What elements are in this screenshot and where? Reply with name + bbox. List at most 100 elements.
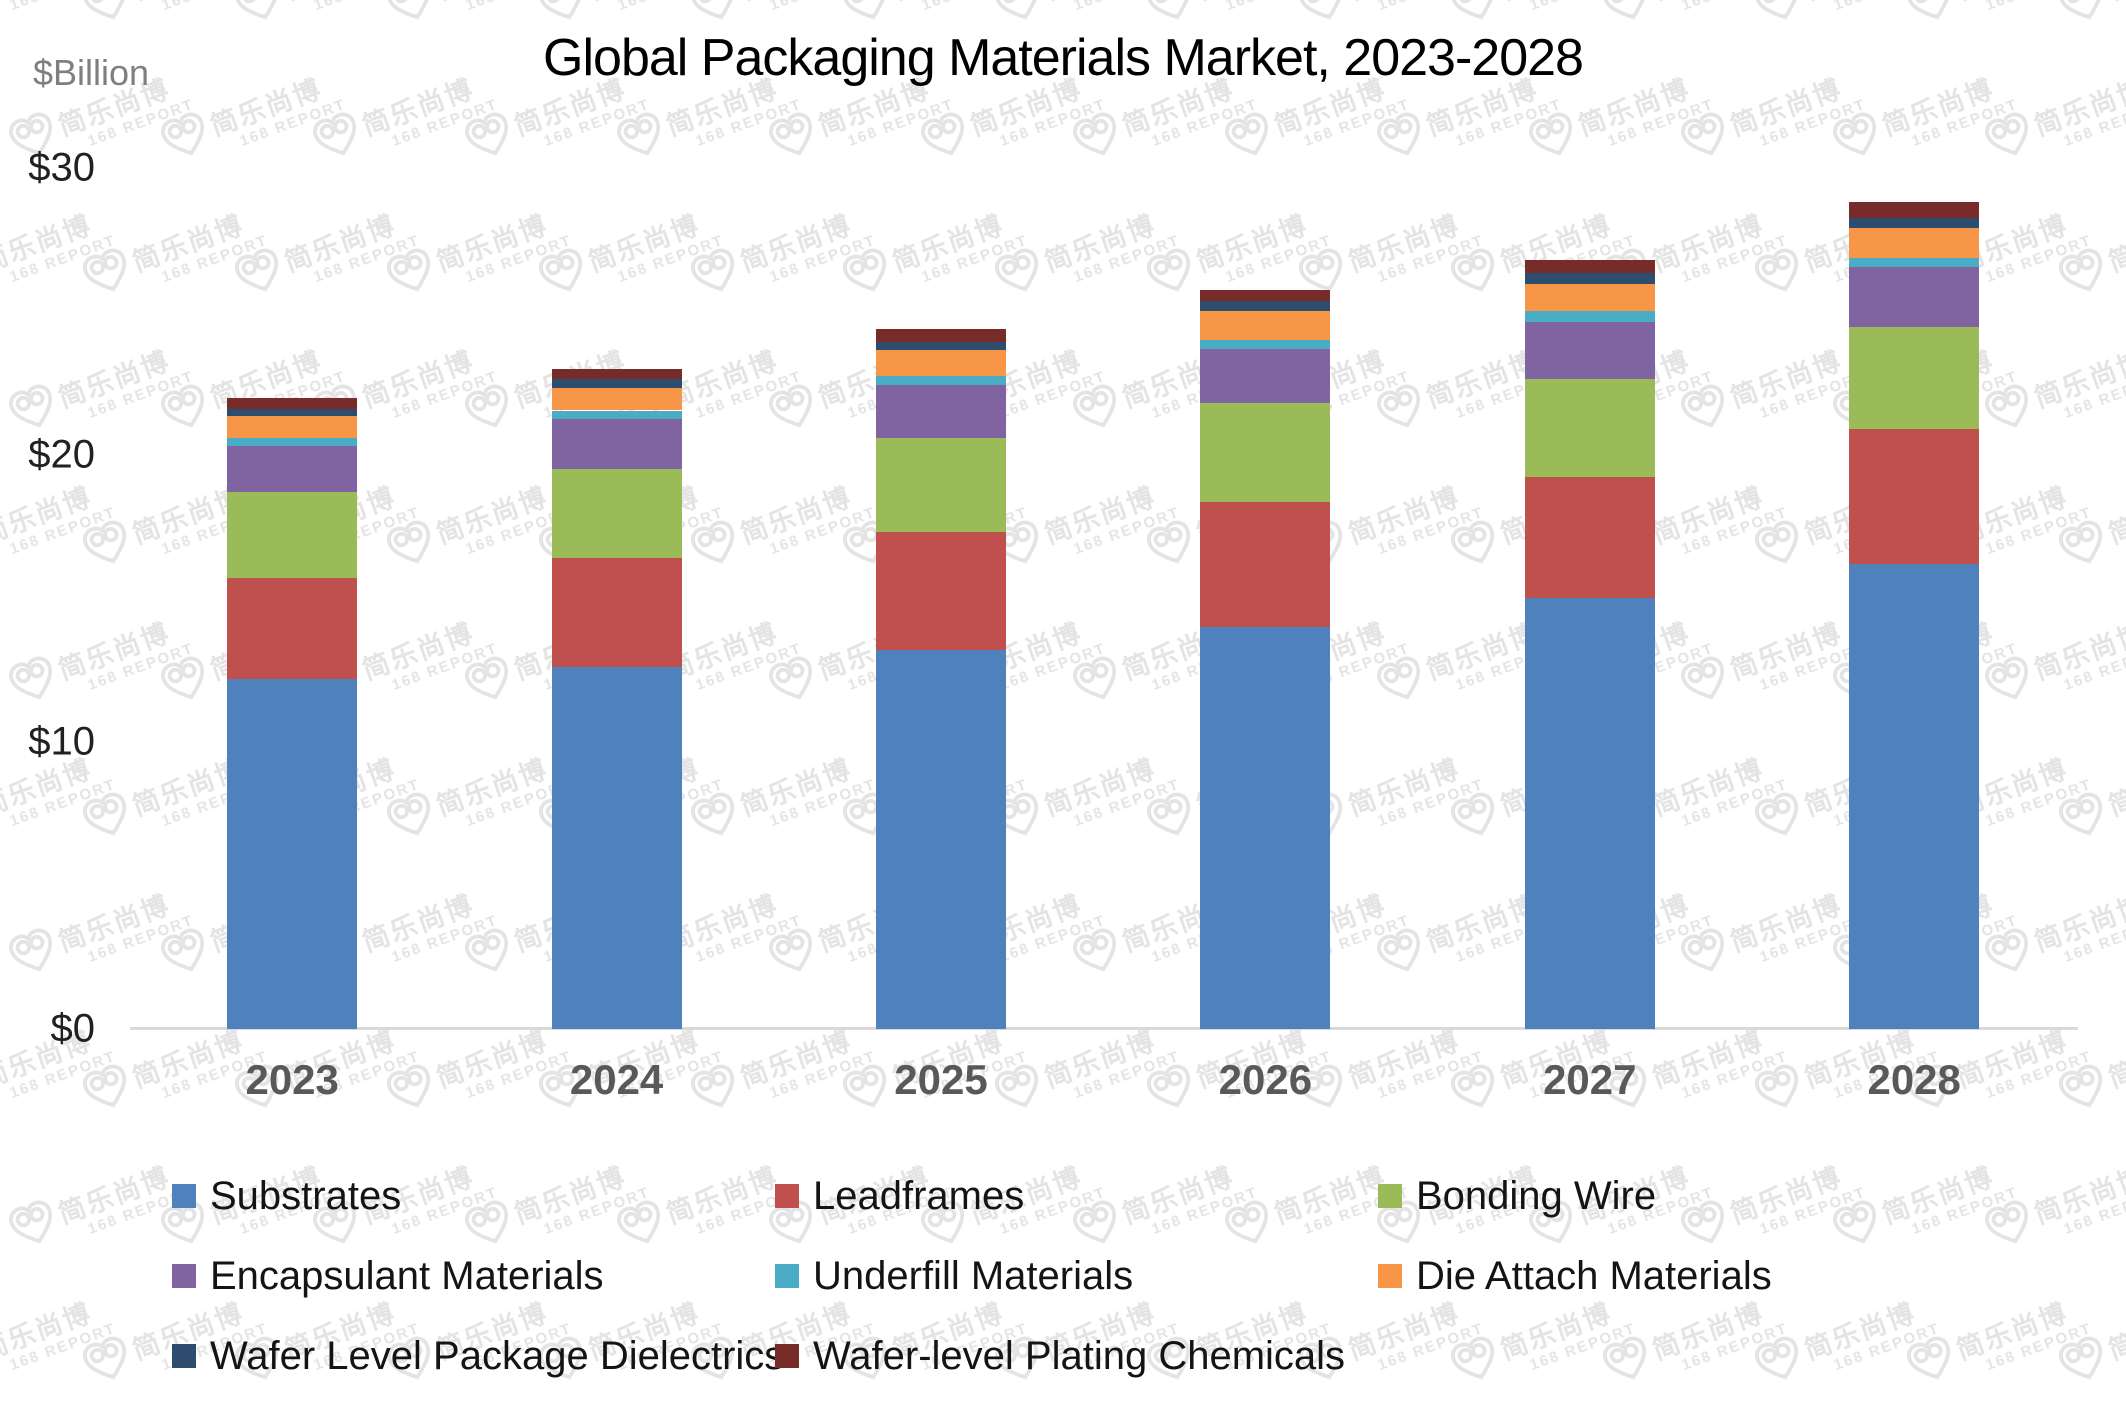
segment-wafer-level-plating-chemicals-2024 (551, 368, 682, 379)
brand-heart-logo-icon (160, 112, 205, 156)
brand-heart-logo-icon (616, 1200, 661, 1244)
segment-substrates-2027 (1524, 598, 1655, 1029)
segment-substrates-2023 (227, 678, 358, 1029)
brand-heart-logo-icon (312, 112, 357, 156)
x-tick-label-2023: 2023 (245, 1056, 339, 1103)
segment-substrates-2028 (1849, 564, 1980, 1029)
x-tick-label-2028: 2028 (1867, 1056, 1961, 1103)
legend-label-underfill-materials: Underfill Materials (813, 1253, 1134, 1298)
brand-heart-logo-icon (1072, 656, 1117, 700)
brand-heart-logo-icon (2058, 792, 2103, 836)
brand-heart-logo-icon (1072, 928, 1117, 972)
brand-heart-logo-icon (1072, 112, 1117, 156)
legend-swatch-wafer-level-package-dielectrics (172, 1344, 196, 1368)
legend-label-die-attach-materials: Die Attach Materials (1416, 1253, 1772, 1298)
brand-heart-logo-icon (82, 1336, 127, 1380)
brand-heart-logo-icon (8, 656, 53, 700)
brand-heart-logo-icon (464, 1200, 509, 1244)
brand-heart-logo-icon (82, 248, 127, 292)
segment-underfill-materials-2026 (1200, 340, 1331, 349)
segment-wafer-level-plating-chemicals-2025 (876, 328, 1006, 342)
legend-swatch-substrates (172, 1184, 196, 1208)
brand-heart-logo-icon (842, 248, 887, 292)
bar-2025 (876, 328, 1006, 1029)
brand-heart-logo-icon (1680, 928, 1725, 972)
brand-heart-logo-icon (1832, 1200, 1877, 1244)
brand-heart-logo-icon (1376, 112, 1421, 156)
brand-heart-logo-icon (160, 656, 205, 700)
brand-heart-logo-icon (1602, 1336, 1647, 1380)
brand-heart-logo-icon (464, 656, 509, 700)
brand-heart-logo-icon (464, 112, 509, 156)
bar-2026 (1200, 289, 1331, 1029)
segment-encapsulant-materials-2026 (1200, 348, 1331, 404)
segment-underfill-materials-2024 (551, 410, 682, 420)
brand-heart-logo-icon (1754, 792, 1799, 836)
brand-heart-logo-icon (1984, 656, 2029, 700)
brand-heart-logo-icon (1680, 656, 1725, 700)
brand-heart-logo-icon (1906, 0, 1951, 20)
brand-heart-logo-icon (82, 520, 127, 564)
brand-heart-logo-icon (1450, 1336, 1495, 1380)
segment-wafer-level-package-dielectrics-2024 (551, 378, 682, 388)
segment-wafer-level-plating-chemicals-2026 (1200, 289, 1331, 302)
segment-wafer-level-package-dielectrics-2026 (1200, 301, 1331, 312)
brand-heart-logo-icon (1680, 384, 1725, 428)
y-tick-label-20: $20 (28, 432, 95, 477)
brand-heart-logo-icon (1754, 520, 1799, 564)
brand-heart-logo-icon (1602, 0, 1647, 20)
brand-heart-logo-icon (234, 248, 279, 292)
brand-heart-logo-icon (1376, 384, 1421, 428)
brand-heart-logo-icon (768, 928, 813, 972)
legend-label-substrates: Substrates (210, 1173, 402, 1218)
x-tick-label-2025: 2025 (894, 1056, 988, 1103)
brand-heart-logo-icon (1754, 0, 1799, 20)
legend-label-leadframes: Leadframes (813, 1173, 1025, 1218)
brand-heart-logo-icon (768, 656, 813, 700)
brand-heart-logo-icon (82, 0, 127, 20)
segment-encapsulant-materials-2023 (227, 446, 358, 493)
brand-heart-logo-icon (538, 248, 583, 292)
segment-encapsulant-materials-2024 (551, 419, 682, 470)
brand-heart-logo-icon (160, 384, 205, 428)
brand-heart-logo-icon (2058, 520, 2103, 564)
brand-heart-logo-icon (1224, 1200, 1269, 1244)
